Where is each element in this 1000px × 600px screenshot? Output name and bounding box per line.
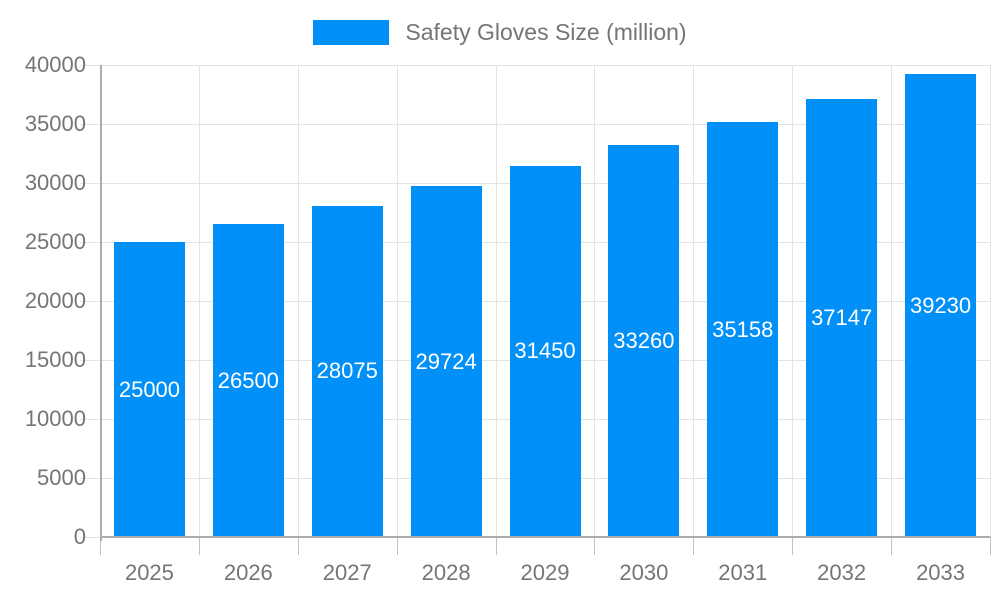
h-gridline [80,124,990,125]
x-axis-tick-label: 2026 [223,560,273,585]
v-gridline [396,65,398,537]
x-axis-tick [693,537,695,555]
x-axis-tick [297,537,299,555]
x-axis-tick-label: 2033 [916,560,966,585]
bar-2033[interactable]: 39230 [905,74,977,537]
bar-value-label: 28075 [316,358,378,384]
v-gridline [198,65,200,537]
y-axis-tick-label: 15000 [24,347,86,372]
bar-2029[interactable]: 31450 [509,165,581,537]
bar-2026[interactable]: 26500 [212,224,284,537]
plot-area: 25000 26500 28075 29724 31450 33260 35158 37147… [80,65,991,555]
v-gridline [792,65,794,537]
x-axis-tick-label: 2025 [124,560,174,585]
x-axis-tick-label: 2030 [619,560,669,585]
bar-value-label: 26500 [217,367,279,393]
x-axis-tick [495,537,497,555]
y-axis-tick-label: 30000 [24,170,86,195]
bar-value-label: 35158 [712,316,774,342]
h-gridline [80,65,990,66]
x-axis-tick-label: 2032 [817,560,867,585]
v-gridline [495,65,497,537]
y-axis-tick-label: 20000 [24,288,86,313]
x-axis-tick [594,537,596,555]
bar-value-label: 29724 [415,348,477,374]
v-gridline [594,65,596,537]
bar-2025[interactable]: 25000 [113,242,185,537]
x-axis-tick-label: 2029 [520,560,570,585]
x-axis-tick [396,537,398,555]
x-axis-line [100,536,990,538]
bar-value-label: 37147 [811,304,873,330]
bar-2031[interactable]: 35158 [707,122,779,537]
v-gridline [990,65,991,537]
bar-value-label: 33260 [613,327,675,353]
v-gridline [891,65,893,537]
bar-value-label: 31450 [514,338,576,364]
bar-2028[interactable]: 29724 [410,186,482,537]
y-axis-tick-label: 5000 [37,465,86,490]
x-axis-tick-label: 2028 [421,560,471,585]
v-gridline [693,65,695,537]
x-axis-tick [990,537,991,555]
y-axis-tick-label: 0 [73,524,86,549]
bar-2030[interactable]: 33260 [608,144,680,537]
x-axis-tick-label: 2027 [322,560,372,585]
v-gridline [297,65,299,537]
x-axis-tick-label: 2031 [718,560,768,585]
y-axis-tick-label: 40000 [24,52,86,77]
legend-swatch-icon [313,19,390,45]
bar-value-label: 39230 [909,292,972,318]
bar-value-label: 25000 [118,376,181,402]
y-axis-tick-label: 10000 [24,406,86,431]
bar-2027[interactable]: 28075 [311,205,383,537]
y-axis-tick-label: 35000 [24,111,86,136]
bar-2032[interactable]: 37147 [806,98,878,537]
x-axis-tick [100,537,101,555]
x-axis-tick [198,537,200,555]
y-axis-tick-label: 25000 [24,229,86,254]
legend-label: Safety Gloves Size (million) [405,18,687,45]
x-axis-tick [792,537,794,555]
y-axis-line [100,65,102,541]
chart-legend[interactable]: Safety Gloves Size (million) [0,12,1000,52]
x-axis-tick [891,537,893,555]
